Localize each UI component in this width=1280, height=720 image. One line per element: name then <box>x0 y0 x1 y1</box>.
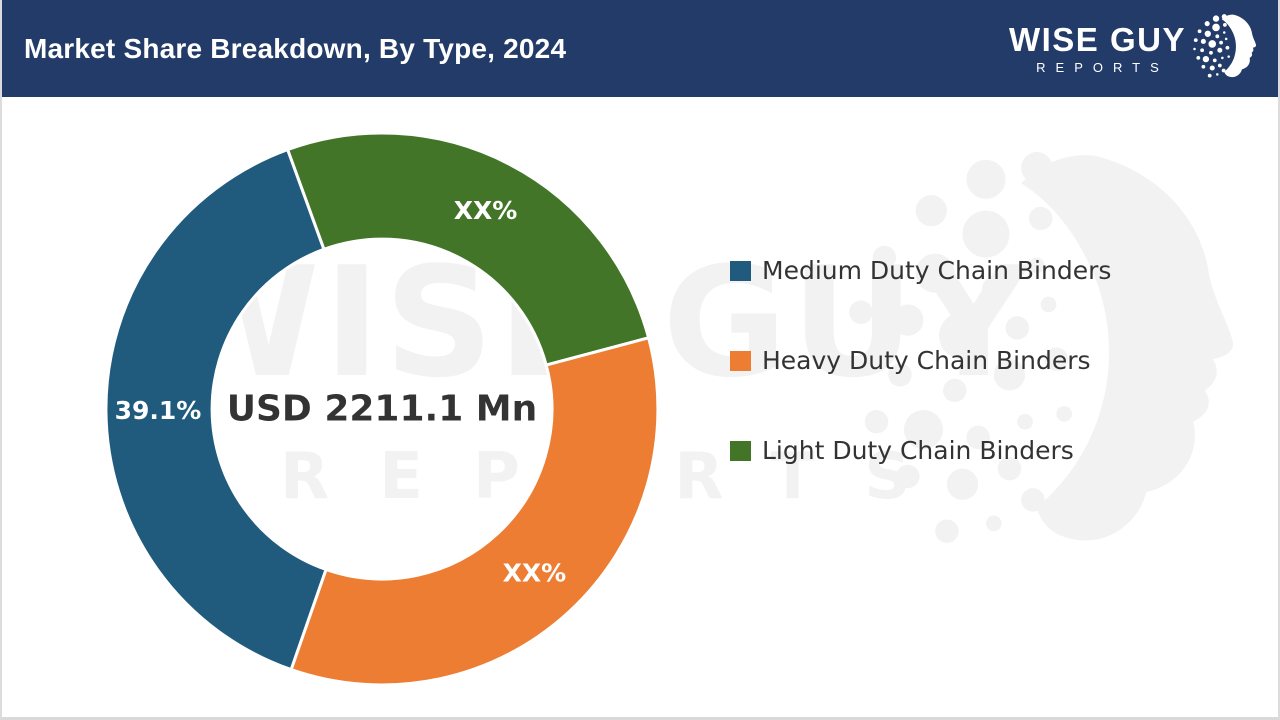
slice-percentage-label: XX% <box>503 559 567 588</box>
page-title: Market Share Breakdown, By Type, 2024 <box>24 32 567 64</box>
legend-swatch-heavy-duty <box>730 351 751 371</box>
slice-percentage-label: XX% <box>454 196 518 225</box>
legend-item-medium-duty: Medium Duty Chain Binders <box>730 256 1111 286</box>
legend-label-medium-duty: Medium Duty Chain Binders <box>762 256 1112 285</box>
logo-subtitle: REPORTS <box>1036 60 1169 75</box>
wiseguy-face-icon <box>1188 11 1258 87</box>
legend-swatch-medium-duty <box>730 261 751 281</box>
logo-wordmark: WISE GUY <box>1008 21 1186 58</box>
donut-slice-heavy-duty-chain-binders <box>289 336 660 687</box>
chart-area: WISE GUY REPORTS XX%XX%39.1% USD 2211.1 … <box>2 97 1278 717</box>
logo-text: WISE GUY REPORTS <box>1009 23 1186 74</box>
legend-swatch-light-duty <box>730 441 751 461</box>
wiseguy-logo: WISE GUY REPORTS <box>1009 11 1258 87</box>
legend-label-heavy-duty: Heavy Duty Chain Binders <box>762 346 1091 375</box>
donut-slice-light-duty-chain-binders <box>286 131 651 367</box>
header-bar: Market Share Breakdown, By Type, 2024 WI… <box>2 0 1278 97</box>
chart-legend: Medium Duty Chain Binders Heavy Duty Cha… <box>730 256 1111 526</box>
donut-center-value: USD 2211.1 Mn <box>226 388 538 430</box>
donut-slice-medium-duty-chain-binders <box>104 148 328 672</box>
legend-label-light-duty: Light Duty Chain Binders <box>762 436 1074 465</box>
donut-svg: XX% XX% 39.1% <box>104 131 660 687</box>
legend-item-light-duty: Light Duty Chain Binders <box>730 436 1111 466</box>
slice-percentage-label: 39.1% <box>115 396 202 425</box>
legend-item-heavy-duty: Heavy Duty Chain Binders <box>730 346 1111 376</box>
